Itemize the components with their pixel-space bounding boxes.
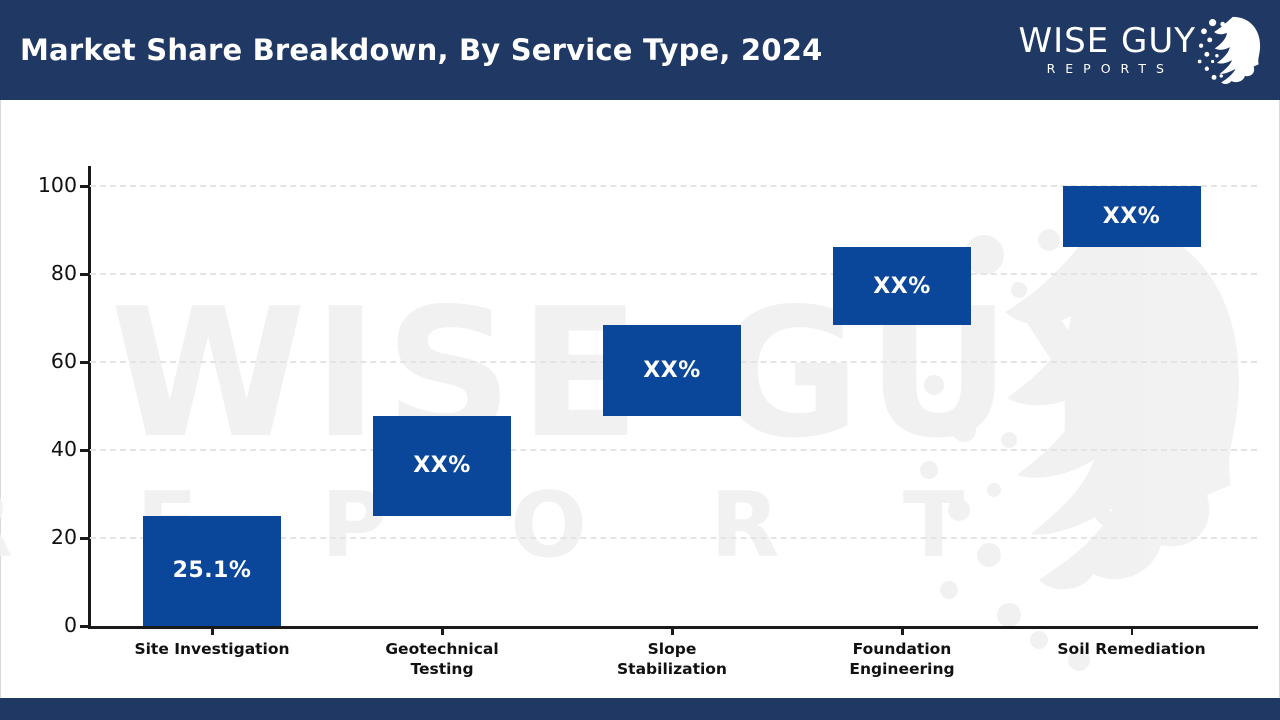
bar-value-label: 25.1% [172,558,252,584]
bar-segment-2: XX% [373,415,511,516]
logo-wordmark: WISE GUY [1018,20,1196,61]
logo-head-icon [1197,16,1261,84]
gridline-40 [90,449,1257,452]
x-tick-mark-3 [671,629,674,635]
bar-segment-5: XX% [1062,186,1201,247]
y-tick-mark-40 [80,449,89,452]
x-tick-mark-4 [901,629,904,635]
footer-bar [0,698,1280,720]
logo-text: WISE GUY REPORTS [1018,20,1196,77]
bar-value-label: XX% [1102,204,1161,230]
y-tick-mark-80 [80,273,89,276]
y-tick-mark-100 [80,185,89,188]
bar-segment-4: XX% [833,246,971,326]
x-category-label-3: Slope Stabilization [617,640,727,679]
gridline-80 [90,273,1257,276]
x-category-label-1: Site Investigation [134,640,290,658]
y-tick-label-0: 0 [63,613,77,637]
y-tick-mark-60 [80,361,89,364]
plot-area: 0 20 40 60 80 100 25.1% XX% XX% XX% XX% Site Invest… [1,100,1279,698]
bar-segment-3: XX% [603,325,741,416]
bar-value-label: XX% [413,453,471,479]
y-tick-mark-0 [80,625,89,628]
y-tick-label-20: 20 [50,525,77,550]
bar-value-label: XX% [643,357,701,383]
x-tick-mark-2 [441,629,444,635]
x-axis-line [88,626,1258,629]
x-tick-mark-5 [1130,629,1133,635]
wise-guy-logo: WISE GUY REPORTS [1018,14,1264,86]
gridline-100 [90,185,1257,188]
chart-area: WISE GUY R E P O R T S 0 20 40 60 80 100 25.1%… [0,100,1280,698]
x-category-label-2: Geotechnical Testing [385,640,499,679]
bar-segment-1: 25.1% [143,515,281,626]
y-tick-label-80: 80 [50,261,77,286]
y-tick-label-100: 100 [37,173,77,198]
x-tick-mark-1 [211,629,214,635]
header-bar: Market Share Breakdown, By Service Type,… [0,0,1280,100]
x-category-label-4: Foundation Engineering [849,640,955,679]
y-tick-label-40: 40 [50,437,77,462]
logo-subtitle: REPORTS [1046,61,1174,77]
y-axis-line [88,166,91,629]
x-category-label-5: Soil Remediation [1057,640,1206,658]
chart-title: Market Share Breakdown, By Service Type,… [20,33,823,67]
y-tick-label-60: 60 [50,349,77,374]
y-tick-mark-20 [80,537,89,540]
bar-value-label: XX% [873,273,931,299]
gridline-20 [90,537,1257,540]
